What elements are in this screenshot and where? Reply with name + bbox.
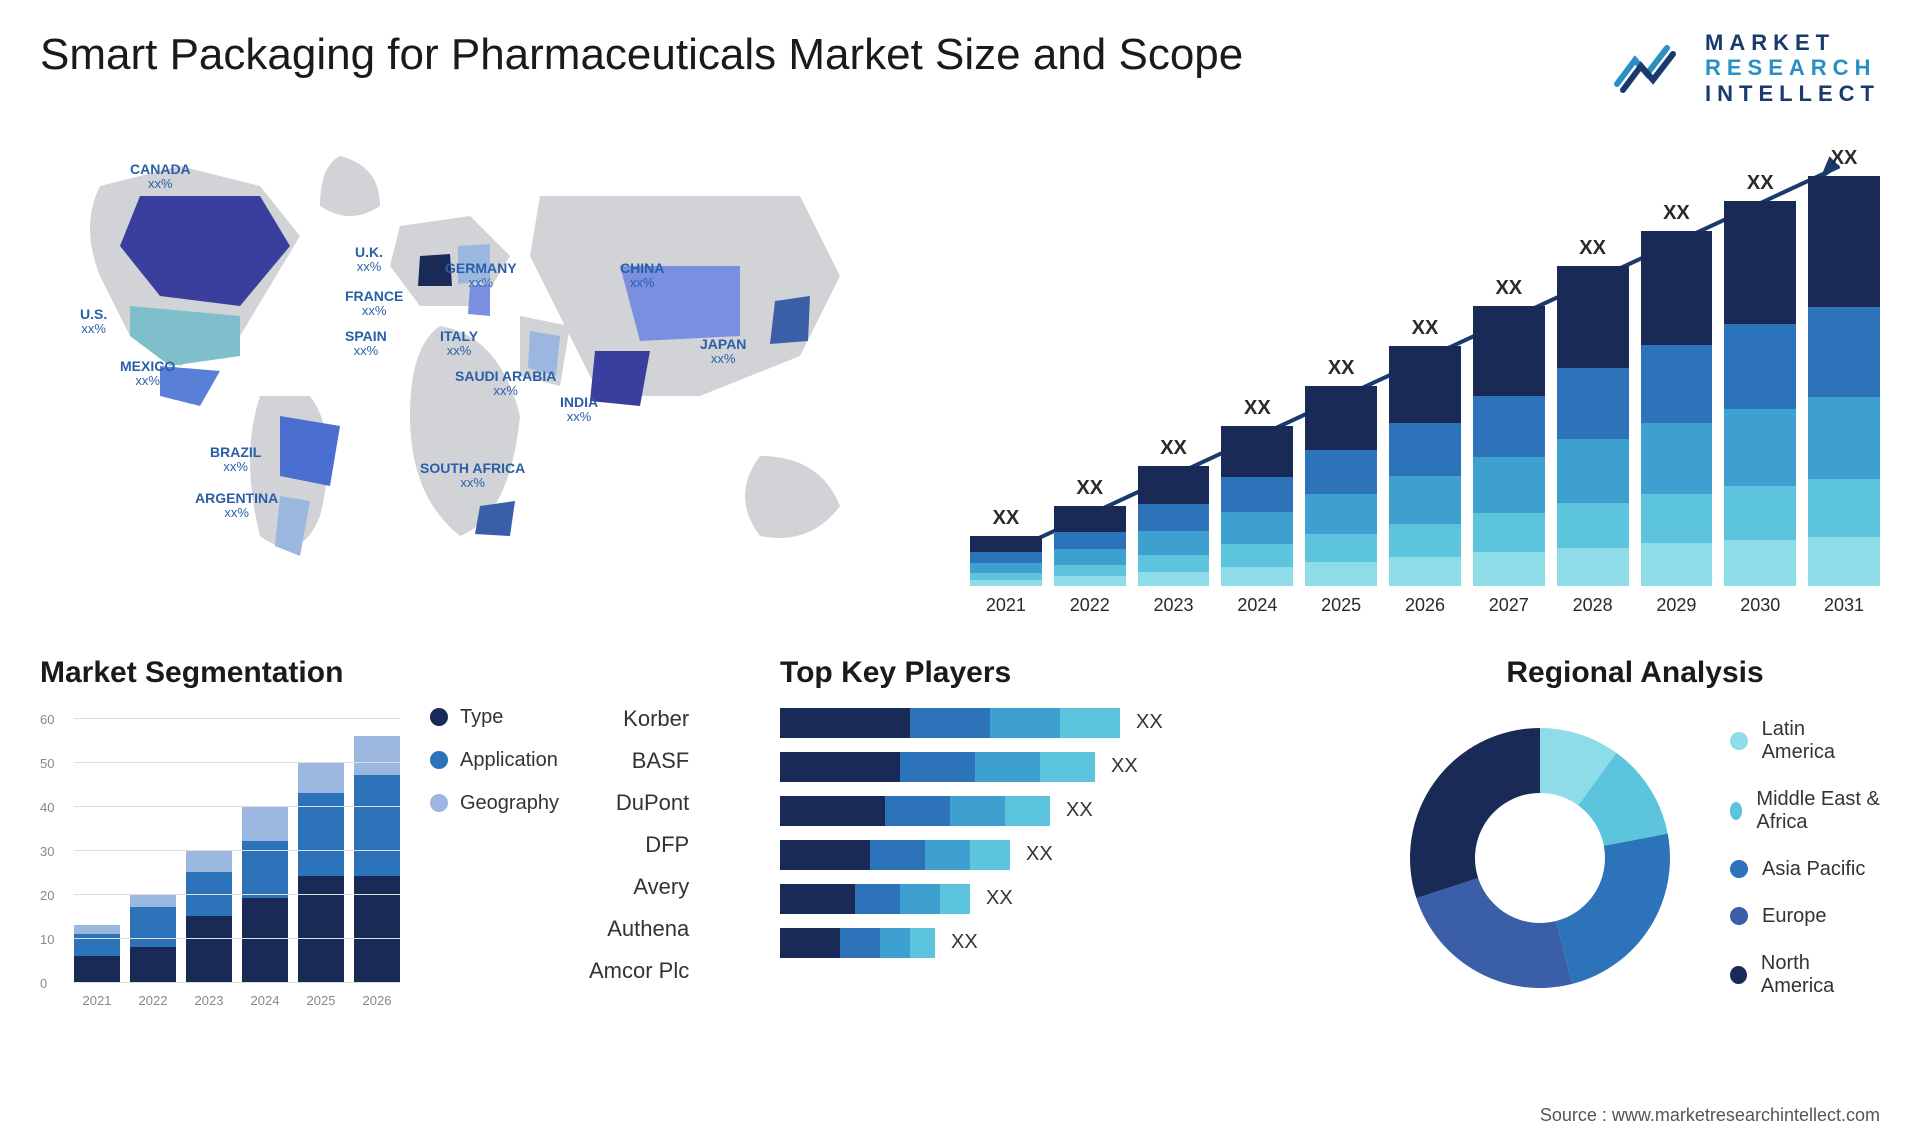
logo-text: MARKET RESEARCH INTELLECT: [1705, 30, 1880, 106]
legend-item: Europe: [1730, 905, 1880, 928]
map-label: U.K.xx%: [355, 244, 383, 275]
segmentation-panel: Market Segmentation 20212022202320242025…: [40, 656, 730, 1008]
player-name: BASF: [632, 748, 689, 774]
segmentation-legend: Type Application Geography: [430, 706, 559, 1008]
growth-bar: XX: [1724, 172, 1796, 586]
player-name: Authena: [607, 916, 689, 942]
players-list: Korber BASF DuPont DFP Avery Authena Amcor Plc: [589, 706, 689, 1008]
map-label: BRAZILxx%: [210, 444, 261, 475]
growth-bar: XX: [1557, 237, 1629, 586]
key-player-bar: XX: [780, 840, 1340, 870]
player-name: DuPont: [616, 790, 689, 816]
growth-bar: XX: [1473, 277, 1545, 586]
player-name: DFP: [645, 832, 689, 858]
key-player-bar: XX: [780, 796, 1340, 826]
segmentation-bar: [186, 850, 232, 982]
map-label: MEXICOxx%: [120, 358, 175, 389]
growth-bar: XX: [1138, 437, 1210, 586]
regional-donut: [1390, 708, 1690, 1008]
segmentation-bar: [74, 925, 120, 982]
key-players-chart: XX XX XX XX XX XX: [780, 708, 1340, 958]
top-row: CANADAxx% U.S.xx% MEXICOxx% BRAZILxx% ARGENT…: [40, 136, 1880, 616]
legend-item: Type: [430, 706, 559, 729]
map-label: U.S.xx%: [80, 306, 107, 337]
segmentation-bar: [298, 762, 344, 982]
key-player-bar: XX: [780, 928, 1340, 958]
player-name: Avery: [633, 874, 689, 900]
bottom-row: Market Segmentation 20212022202320242025…: [40, 656, 1880, 1008]
key-player-bar: XX: [780, 708, 1340, 738]
segmentation-title: Market Segmentation: [40, 656, 400, 690]
legend-item: Middle East & Africa: [1730, 788, 1880, 834]
growth-bar: XX: [1389, 317, 1461, 586]
growth-bar: XX: [970, 507, 1042, 586]
logo-line1: MARKET: [1705, 30, 1880, 55]
player-name: Korber: [623, 706, 689, 732]
growth-bar: XX: [1054, 477, 1126, 586]
growth-chart: XXXXXXXXXXXXXXXXXXXXXX 20212022202320242…: [970, 136, 1880, 616]
map-label: FRANCExx%: [345, 288, 403, 319]
segmentation-chart: 202120222023202420252026 0102030405060: [40, 708, 400, 1008]
growth-bar: XX: [1808, 147, 1880, 586]
map-india: [590, 351, 650, 406]
map-label: CHINAxx%: [620, 260, 664, 291]
map-label: SPAINxx%: [345, 328, 387, 359]
map-argentina: [275, 496, 310, 556]
map-safrica: [475, 501, 515, 536]
legend-item: Latin America: [1730, 718, 1880, 764]
logo-line2: RESEARCH: [1705, 55, 1880, 80]
logo-mark-icon: [1613, 38, 1693, 98]
source-footer: Source : www.marketresearchintellect.com: [1540, 1105, 1880, 1126]
map-label: SOUTH AFRICAxx%: [420, 460, 525, 491]
map-label: JAPANxx%: [700, 336, 746, 367]
growth-bar: XX: [1305, 357, 1377, 586]
map-label: ITALYxx%: [440, 328, 478, 359]
logo: MARKET RESEARCH INTELLECT: [1613, 30, 1880, 106]
player-name: Amcor Plc: [589, 958, 689, 984]
regional-panel: Latin America Middle East & Africa Asia Pa…: [1390, 708, 1880, 1008]
page-title: Smart Packaging for Pharmaceuticals Mark…: [40, 30, 1243, 80]
map-label: ARGENTINAxx%: [195, 490, 278, 521]
map-label: CANADAxx%: [130, 161, 191, 192]
donut-slice: [1410, 728, 1540, 898]
map-label: INDIAxx%: [560, 394, 598, 425]
legend-item: North America: [1730, 952, 1880, 998]
map-us: [130, 306, 240, 366]
world-map: CANADAxx% U.S.xx% MEXICOxx% BRAZILxx% ARGENT…: [40, 136, 910, 616]
donut-slice: [1556, 834, 1670, 984]
growth-bar: XX: [1221, 397, 1293, 586]
segmentation-bar: [354, 736, 400, 982]
map-japan: [770, 296, 810, 344]
map-label: SAUDI ARABIAxx%: [455, 368, 556, 399]
donut-slice: [1416, 878, 1572, 988]
key-players-panel: Top Key Players XX XX XX XX XX XX: [780, 656, 1340, 1008]
key-players-title: Top Key Players: [780, 656, 1340, 690]
regional-title: Regional Analysis: [1390, 656, 1880, 690]
key-player-bar: XX: [780, 752, 1340, 782]
regional-legend: Latin America Middle East & Africa Asia Pa…: [1730, 718, 1880, 998]
header: Smart Packaging for Pharmaceuticals Mark…: [40, 30, 1880, 106]
legend-item: Geography: [430, 792, 559, 815]
legend-item: Asia Pacific: [1730, 858, 1880, 881]
growth-bar: XX: [1641, 202, 1713, 586]
key-player-bar: XX: [780, 884, 1340, 914]
logo-line3: INTELLECT: [1705, 81, 1880, 106]
legend-item: Application: [430, 749, 559, 772]
map-label: GERMANYxx%: [445, 260, 517, 291]
map-brazil: [280, 416, 340, 486]
